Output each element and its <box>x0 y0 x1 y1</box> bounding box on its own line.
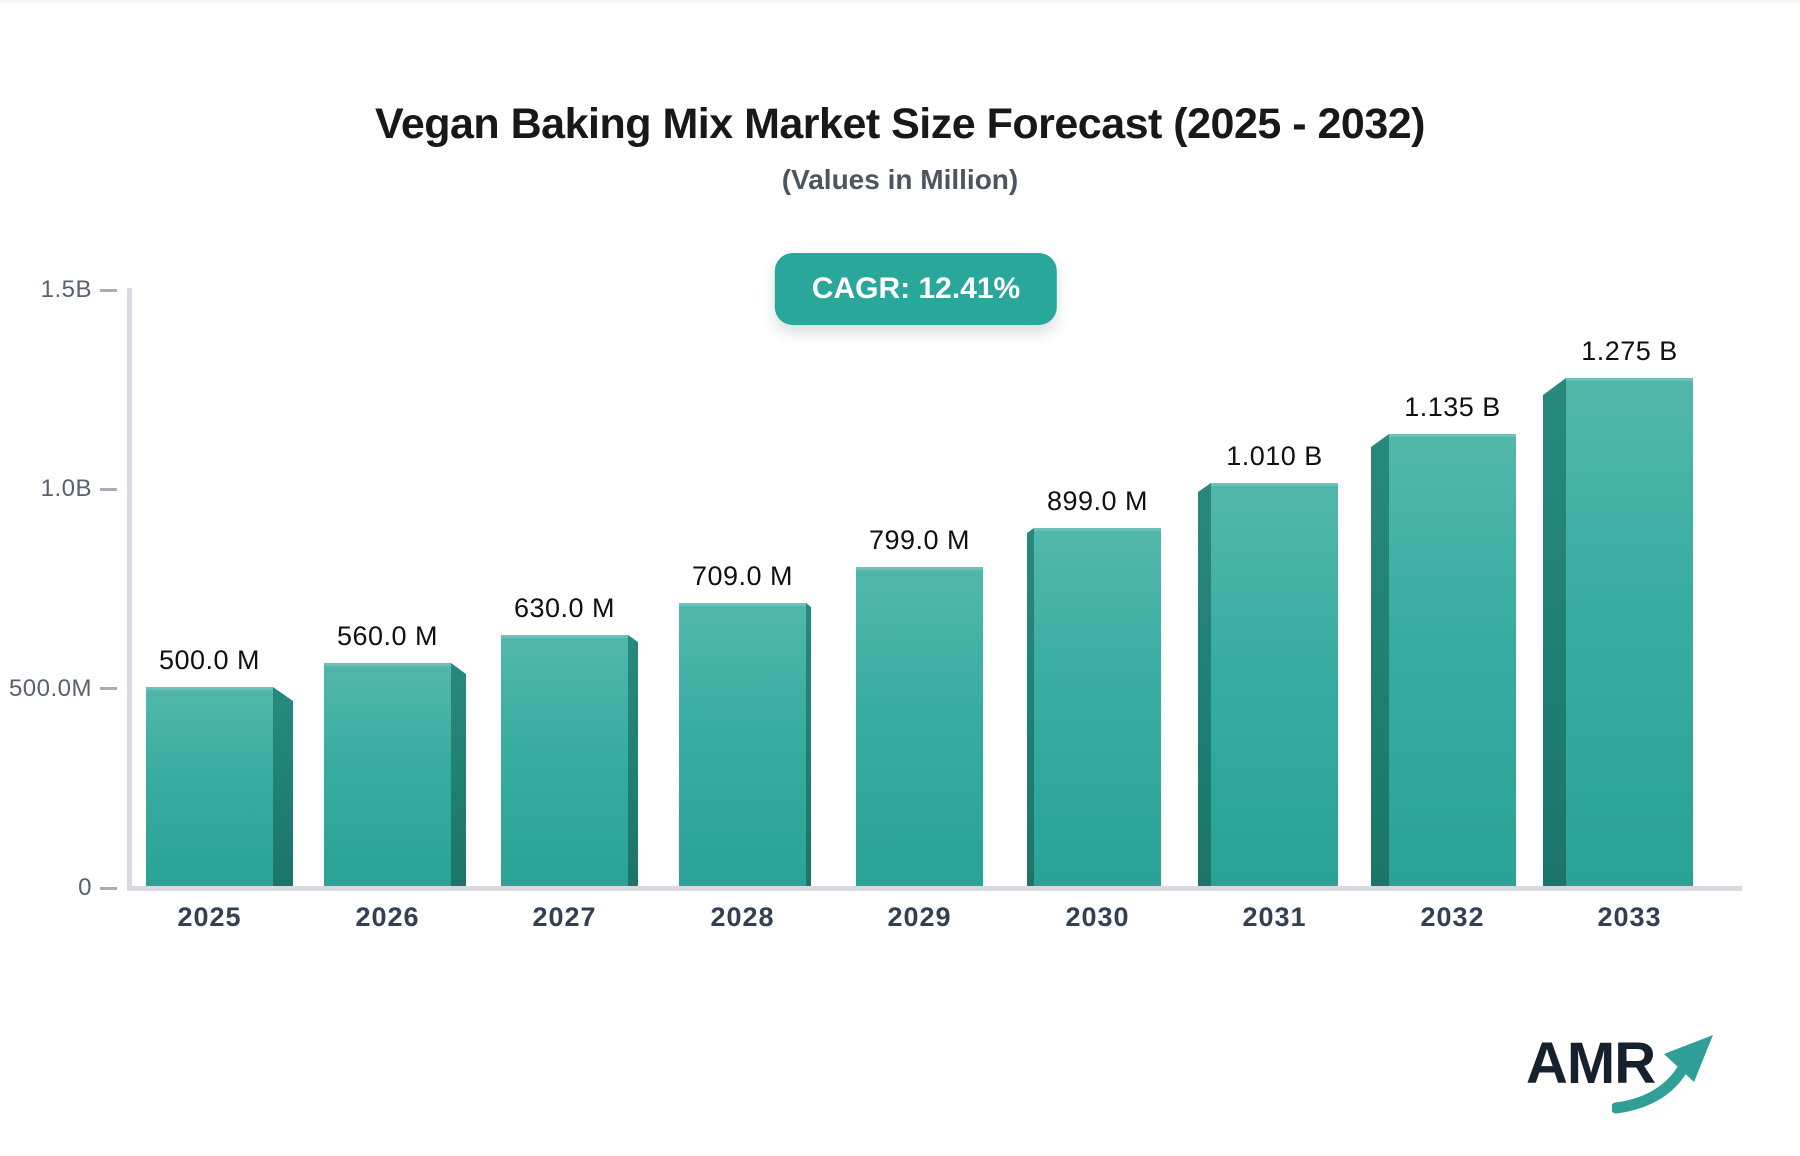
growth-arrow-icon <box>1612 1035 1713 1114</box>
bar-2026[interactable] <box>324 663 451 886</box>
page-top-border <box>0 0 1800 3</box>
x-axis-line <box>127 886 1742 891</box>
x-axis-label-2033: 2033 <box>1597 902 1662 932</box>
bar-value-label: 1.010 B <box>1226 441 1323 471</box>
bar-2027-side-face <box>628 635 638 886</box>
bar-value-label: 560.0 M <box>336 621 439 651</box>
bar-2025[interactable] <box>146 687 273 886</box>
bar-2030-side-face <box>1027 528 1034 886</box>
bar-2030[interactable] <box>1034 528 1161 886</box>
bar-2031[interactable] <box>1211 483 1338 886</box>
x-axis-label-2028: 2028 <box>710 902 775 932</box>
y-tick-dash <box>100 687 117 691</box>
y-axis-line <box>127 288 132 889</box>
bar-2032[interactable] <box>1389 434 1516 886</box>
bar-2025-side-face <box>273 687 293 886</box>
bar-2033-side-face <box>1543 378 1566 886</box>
cagr-badge: CAGR: 12.41% <box>774 253 1058 325</box>
bar-2032-side-face <box>1371 434 1389 886</box>
x-axis-label-2027: 2027 <box>532 902 597 932</box>
y-tick-label: 0 <box>78 874 92 901</box>
y-tick-label: 1.0B <box>40 475 92 503</box>
y-tick-dash <box>100 288 117 292</box>
bar-value-label: 899.0 M <box>1046 486 1149 516</box>
chart-subtitle: (Values in Million) <box>781 164 1019 195</box>
bar-2031-side-face <box>1198 483 1211 886</box>
bar-2028-side-face <box>806 603 811 886</box>
x-axis-label-2025: 2025 <box>177 902 242 932</box>
y-tick-dash <box>100 886 117 890</box>
bar-value-label: 500.0 M <box>158 645 261 675</box>
bar-value-label: 709.0 M <box>691 561 794 591</box>
bar-value-label: 630.0 M <box>513 593 616 623</box>
bar-2026-side-face <box>451 663 466 886</box>
y-tick-label: 1.5B <box>40 276 92 303</box>
bar-2029[interactable] <box>856 567 983 886</box>
bar-2027[interactable] <box>501 635 628 886</box>
amr-logo-text: AMR <box>1526 1031 1656 1096</box>
bar-value-label: 799.0 M <box>868 525 971 555</box>
amr-logo: AMR <box>1526 1030 1736 1130</box>
x-axis-label-2031: 2031 <box>1242 902 1307 932</box>
y-tick-dash <box>100 487 117 491</box>
x-axis-label-2026: 2026 <box>355 902 420 932</box>
x-axis-label-2032: 2032 <box>1420 902 1485 932</box>
bar-value-label: 1.275 B <box>1581 336 1678 366</box>
bar-2033[interactable] <box>1566 378 1693 886</box>
bar-value-label: 1.135 B <box>1404 392 1501 422</box>
bar-2028[interactable] <box>679 603 806 886</box>
x-axis-label-2029: 2029 <box>887 902 952 932</box>
cagr-badge-label: CAGR: 12.41% <box>811 272 1021 305</box>
y-tick-label: 500.0M <box>8 674 92 702</box>
chart-title: Vegan Baking Mix Market Size Forecast (2… <box>375 100 1425 148</box>
x-axis-label-2030: 2030 <box>1065 902 1130 932</box>
